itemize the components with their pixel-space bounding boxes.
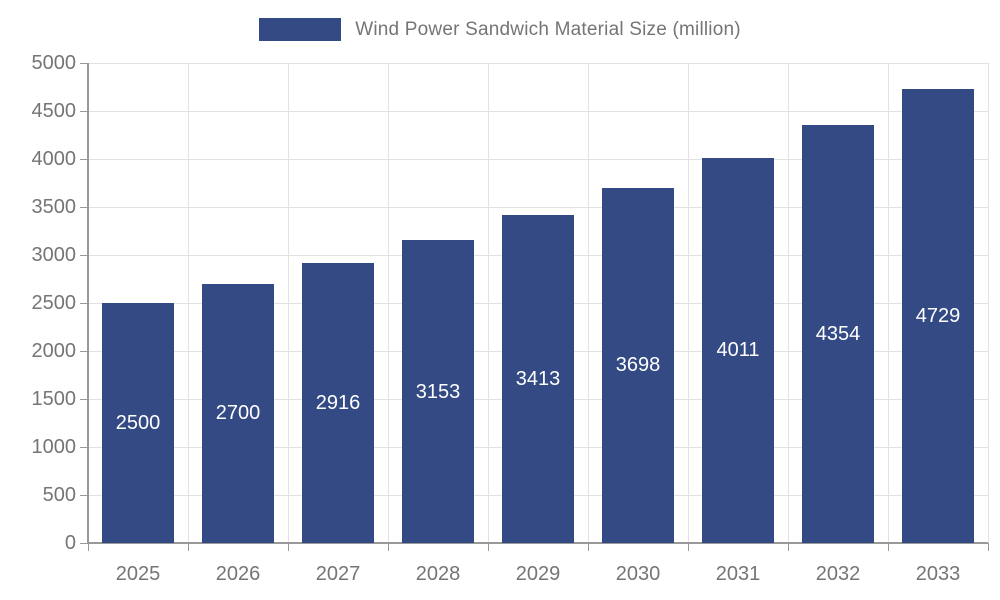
- y-axis-tick-label: 2500: [31, 292, 77, 314]
- x-axis-tick: [487, 543, 489, 551]
- bar-value-label: 2916: [315, 392, 361, 415]
- y-axis-tick: [80, 398, 88, 400]
- chart-legend[interactable]: Wind Power Sandwich Material Size (milli…: [0, 18, 1000, 41]
- x-axis-tick: [587, 543, 589, 551]
- x-axis-tick-label: 2025: [115, 563, 161, 585]
- x-gridline: [287, 63, 289, 543]
- y-gridline: [88, 62, 988, 64]
- y-gridline: [88, 206, 988, 208]
- x-axis-tick-label: 2032: [815, 563, 861, 585]
- bar[interactable]: [402, 240, 474, 543]
- y-axis-tick-label: 500: [42, 484, 76, 506]
- x-axis-line: [87, 542, 988, 544]
- x-axis-tick-label: 2026: [215, 563, 261, 585]
- bar-value-label: 4354: [815, 323, 861, 345]
- x-axis-tick-label: 2029: [515, 563, 561, 585]
- bar[interactable]: [102, 303, 174, 543]
- y-axis-tick-label: 4000: [31, 148, 77, 170]
- x-axis-tick-label: 2030: [615, 563, 661, 585]
- x-axis-tick: [287, 543, 289, 551]
- bar[interactable]: [302, 263, 374, 543]
- y-axis-tick: [80, 542, 88, 544]
- x-axis-tick-label: 2028: [415, 563, 461, 585]
- x-axis-tick-label: 2027: [315, 563, 361, 585]
- y-axis-tick-label: 2000: [31, 340, 77, 362]
- bar[interactable]: [502, 215, 574, 543]
- bar[interactable]: [202, 283, 274, 543]
- x-axis-tick: [387, 543, 389, 551]
- x-axis-tick: [187, 543, 189, 551]
- x-axis-tick-label: 2033: [915, 563, 961, 585]
- y-axis-line: [87, 63, 89, 544]
- bar[interactable]: [802, 125, 874, 543]
- x-axis-tick-label: 2031: [715, 563, 761, 585]
- x-axis-tick: [787, 543, 789, 551]
- x-gridline: [787, 63, 789, 543]
- bar[interactable]: [902, 89, 974, 543]
- x-gridline: [487, 63, 489, 543]
- y-axis-tick: [80, 302, 88, 304]
- y-gridline: [88, 158, 988, 160]
- x-axis-tick: [87, 543, 89, 551]
- y-axis-tick: [80, 110, 88, 112]
- legend-label: Wind Power Sandwich Material Size (milli…: [355, 18, 741, 40]
- y-axis-tick: [80, 254, 88, 256]
- y-axis-tick: [80, 206, 88, 208]
- bar-value-label: 2500: [115, 412, 161, 434]
- x-gridline: [987, 63, 989, 543]
- bar-value-label: 3413: [515, 368, 561, 391]
- bar-value-label: 3698: [615, 354, 661, 377]
- x-gridline: [887, 63, 889, 543]
- y-axis-tick: [80, 158, 88, 160]
- bar-value-label: 4729: [915, 305, 961, 327]
- y-axis-tick: [80, 446, 88, 448]
- bar[interactable]: [702, 157, 774, 543]
- x-gridline: [187, 63, 189, 543]
- y-axis-tick: [80, 494, 88, 496]
- y-axis-tick-label: 1500: [31, 388, 77, 410]
- bar[interactable]: [602, 187, 674, 543]
- y-axis-tick-label: 5000: [31, 52, 77, 74]
- legend-swatch: [259, 18, 342, 41]
- x-gridline: [687, 63, 689, 543]
- x-axis-tick: [687, 543, 689, 551]
- y-axis-tick-label: 1000: [31, 436, 77, 458]
- bar-value-label: 4011: [716, 339, 760, 362]
- bar-value-label: 2700: [215, 402, 261, 425]
- x-gridline: [587, 63, 589, 543]
- y-axis-tick: [80, 350, 88, 352]
- bar-value-label: 3153: [415, 380, 461, 403]
- y-axis-tick-label: 0: [64, 532, 76, 554]
- x-axis-tick: [887, 543, 889, 551]
- y-axis-tick-label: 3500: [31, 196, 77, 218]
- y-axis-tick-label: 4500: [31, 100, 77, 122]
- x-gridline: [387, 63, 389, 543]
- x-axis-tick: [987, 543, 989, 551]
- y-axis-tick: [80, 62, 88, 64]
- y-gridline: [88, 110, 988, 112]
- y-axis-tick-label: 3000: [31, 244, 77, 266]
